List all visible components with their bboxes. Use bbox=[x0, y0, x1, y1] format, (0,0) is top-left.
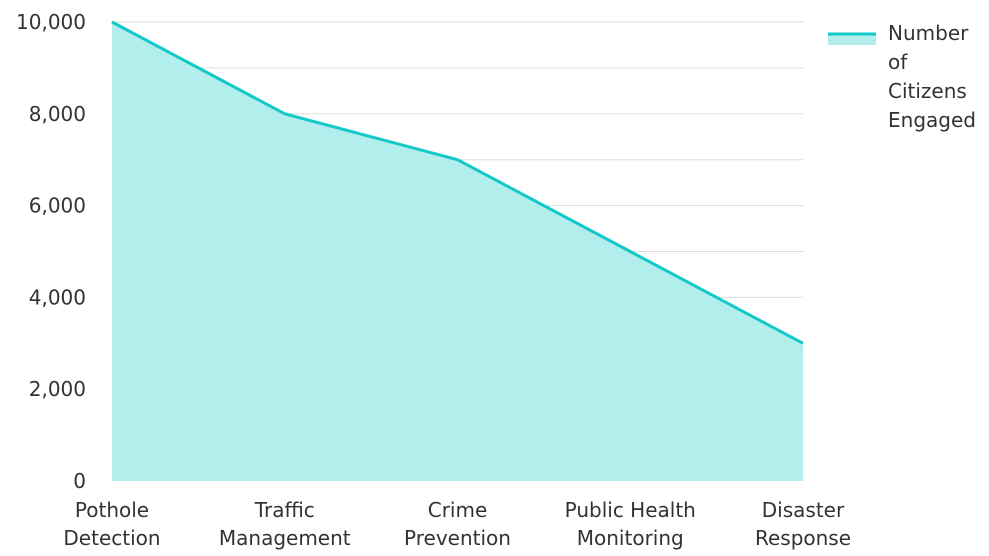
area-series bbox=[111, 20, 804, 481]
legend-swatch-fill bbox=[828, 34, 876, 45]
legend-label: Number of Citizens Engaged bbox=[888, 21, 976, 132]
y-axis-tick-labels: 0 2,000 4,000 6,000 8,000 10,000 bbox=[16, 10, 86, 493]
x-tick-label: Traffic Management bbox=[219, 498, 351, 550]
x-tick-label: Crime Prevention bbox=[404, 498, 511, 550]
x-tick-label: Public Health Monitoring bbox=[565, 498, 696, 550]
y-tick-label: 4,000 bbox=[29, 285, 86, 309]
x-tick-label: Disaster Response bbox=[755, 498, 851, 550]
x-axis-tick-labels: Pothole Detection Traffic Management Crime Pr… bbox=[63, 498, 851, 550]
area-fill bbox=[112, 22, 803, 481]
legend: Number of Citizens Engaged bbox=[828, 21, 976, 132]
y-tick-label: 8,000 bbox=[29, 102, 86, 126]
y-tick-label: 2,000 bbox=[29, 377, 86, 401]
x-tick-label: Pothole Detection bbox=[63, 498, 160, 550]
y-tick-label: 0 bbox=[73, 469, 86, 493]
y-tick-label: 10,000 bbox=[16, 10, 86, 34]
y-tick-label: 6,000 bbox=[29, 194, 86, 218]
